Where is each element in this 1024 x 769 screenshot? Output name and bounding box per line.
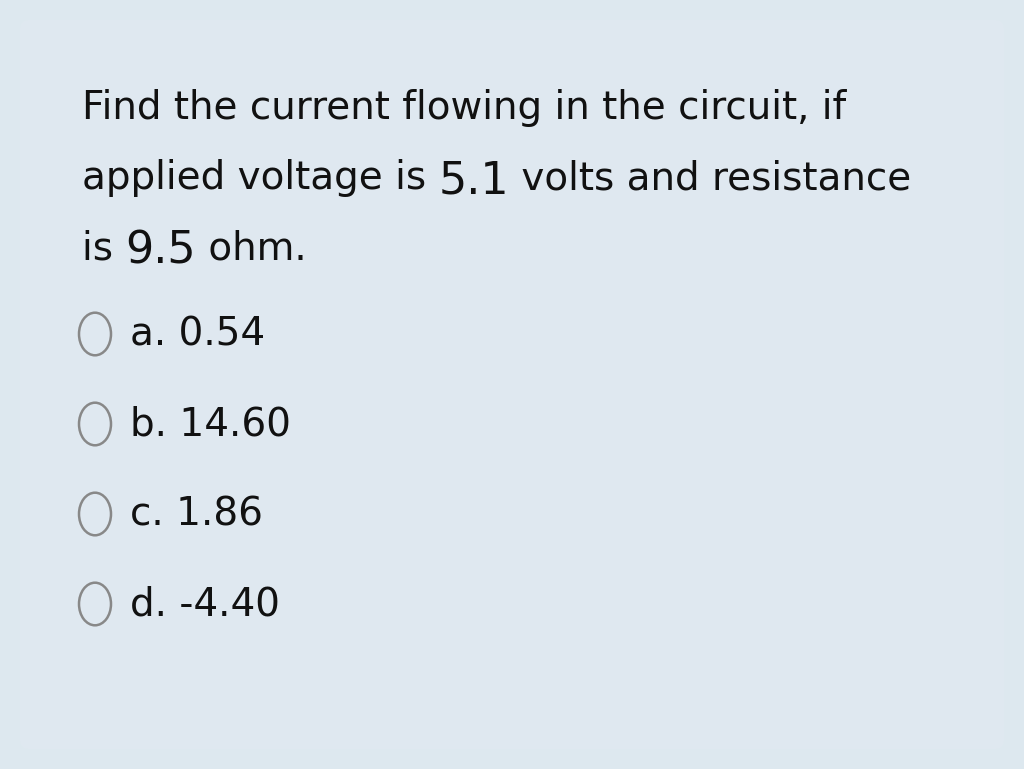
Text: is: is bbox=[82, 229, 125, 267]
Ellipse shape bbox=[79, 493, 111, 535]
Text: d. -4.40: d. -4.40 bbox=[130, 585, 280, 623]
Ellipse shape bbox=[79, 583, 111, 625]
Text: Find the current flowing in the circuit, if: Find the current flowing in the circuit,… bbox=[82, 89, 846, 127]
Ellipse shape bbox=[79, 313, 111, 355]
FancyBboxPatch shape bbox=[20, 20, 1004, 749]
Text: ohm.: ohm. bbox=[196, 229, 307, 267]
Text: volts and resistance: volts and resistance bbox=[509, 159, 911, 197]
Ellipse shape bbox=[79, 403, 111, 445]
Text: b. 14.60: b. 14.60 bbox=[130, 405, 291, 443]
Text: 9.5: 9.5 bbox=[125, 229, 196, 272]
Text: 5.1: 5.1 bbox=[438, 159, 509, 202]
Text: a. 0.54: a. 0.54 bbox=[130, 315, 265, 353]
Text: c. 1.86: c. 1.86 bbox=[130, 495, 263, 533]
Text: applied voltage is: applied voltage is bbox=[82, 159, 438, 197]
